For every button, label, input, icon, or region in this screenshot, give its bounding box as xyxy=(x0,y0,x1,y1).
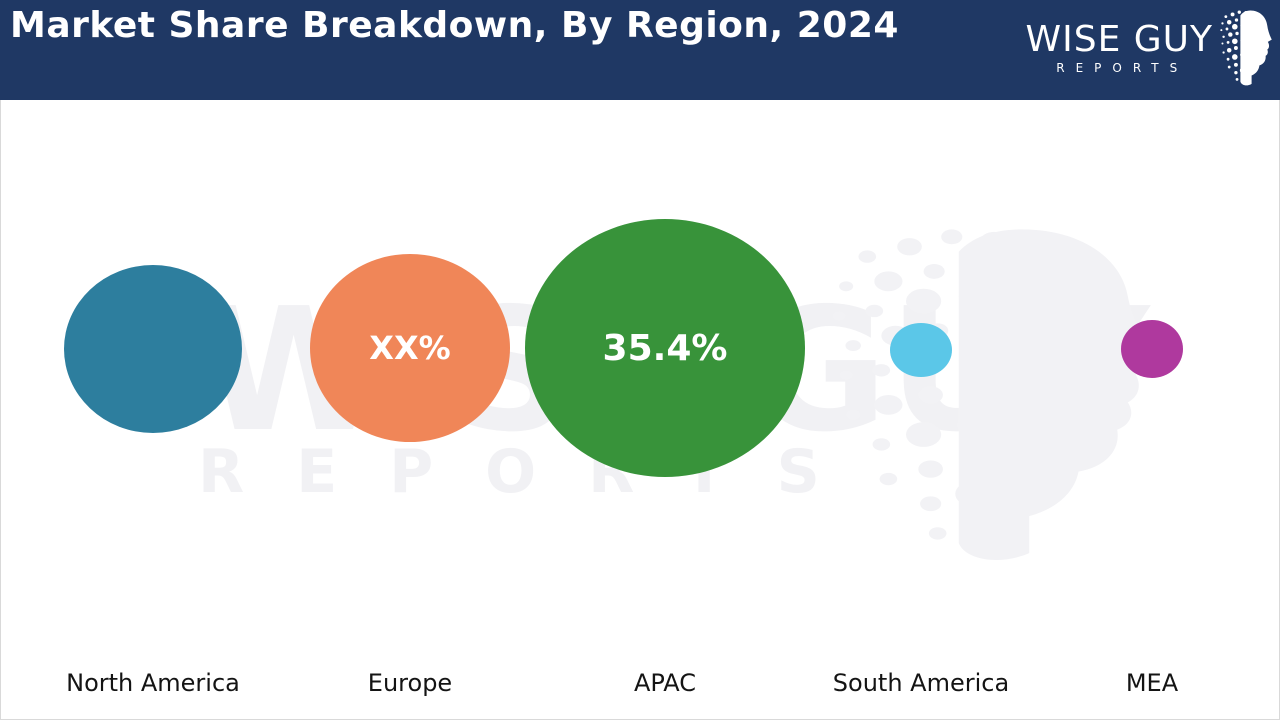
axis-label-south-america: South America xyxy=(832,669,1010,697)
wiseguy-logo: WISE GUY REPORTS xyxy=(1026,7,1275,89)
logo-head-icon xyxy=(1220,10,1272,86)
axis-label-apac: APAC xyxy=(633,669,697,697)
logo-wiseguy-label: WISE GUY xyxy=(1025,18,1213,60)
axis-label-europe: Europe xyxy=(367,669,453,697)
axis-label-mea: MEA xyxy=(1125,669,1179,697)
bubble-europe: XX% xyxy=(310,254,510,442)
header-bar: Market Share Breakdown, By Region, 2024 … xyxy=(0,0,1280,100)
bubble-north-america xyxy=(64,265,242,433)
bubble-apac: 35.4% xyxy=(525,219,805,477)
logo-reports-label: REPORTS xyxy=(1056,61,1189,76)
logo-text: WISE GUY REPORTS xyxy=(1025,18,1214,76)
page-title: Market Share Breakdown, By Region, 2024 xyxy=(10,5,899,46)
axis-label-north-america: North America xyxy=(66,669,240,697)
